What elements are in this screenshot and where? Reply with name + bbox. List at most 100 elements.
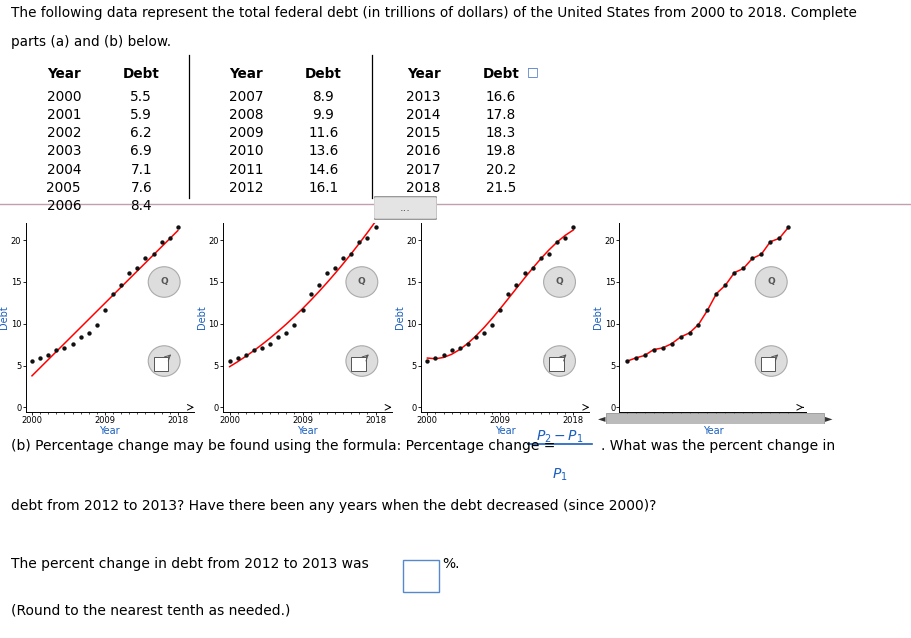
Point <box>295 305 310 315</box>
FancyBboxPatch shape <box>154 357 169 371</box>
Point <box>428 353 443 363</box>
Point <box>542 249 557 260</box>
Point <box>336 253 351 263</box>
Text: 6.2: 6.2 <box>130 126 152 140</box>
Point <box>754 249 769 260</box>
Text: 2007: 2007 <box>229 90 263 104</box>
X-axis label: Year: Year <box>702 426 723 436</box>
Point <box>646 345 660 355</box>
Point <box>664 339 679 349</box>
Circle shape <box>544 346 576 376</box>
FancyBboxPatch shape <box>761 357 775 371</box>
Text: 2015: 2015 <box>406 126 441 140</box>
Circle shape <box>346 267 378 297</box>
Text: 2009: 2009 <box>229 126 263 140</box>
Point <box>263 339 278 349</box>
Point <box>691 320 706 330</box>
Point <box>709 288 723 299</box>
Text: Debt: Debt <box>483 68 519 82</box>
Text: $P_1$: $P_1$ <box>552 467 568 484</box>
Text: $P_2 - P_1$: $P_2 - P_1$ <box>537 429 584 445</box>
Text: 9.9: 9.9 <box>312 108 334 122</box>
Text: 2011: 2011 <box>229 163 263 177</box>
Text: The following data represent the total federal debt (in trillions of dollars) of: The following data represent the total f… <box>11 6 857 20</box>
Text: debt from 2012 to 2013? Have there been any years when the debt decreased (since: debt from 2012 to 2013? Have there been … <box>11 499 656 513</box>
Point <box>736 263 751 274</box>
Point <box>436 350 451 360</box>
Y-axis label: Debt: Debt <box>0 306 9 329</box>
Text: 2017: 2017 <box>406 163 441 177</box>
Text: 2000: 2000 <box>46 90 81 104</box>
Text: 2018: 2018 <box>406 181 441 195</box>
Text: 5.5: 5.5 <box>130 90 152 104</box>
Point <box>49 345 64 355</box>
Point <box>25 356 39 366</box>
Point <box>763 237 778 247</box>
Point <box>122 267 137 278</box>
Point <box>328 263 343 274</box>
Point <box>461 339 476 349</box>
Text: 11.6: 11.6 <box>308 126 339 140</box>
Point <box>420 356 435 366</box>
Point <box>320 267 334 278</box>
Text: □: □ <box>527 65 538 78</box>
Point <box>81 328 96 338</box>
Point <box>170 223 185 233</box>
Text: 2016: 2016 <box>406 144 441 158</box>
Text: 16.1: 16.1 <box>308 181 339 195</box>
Point <box>745 253 760 263</box>
Point <box>468 332 483 342</box>
Point <box>57 343 72 353</box>
Text: . What was the percent change in: . What was the percent change in <box>601 439 835 453</box>
Text: ►: ► <box>825 413 833 424</box>
Point <box>352 237 366 247</box>
Text: The percent change in debt from 2012 to 2013 was: The percent change in debt from 2012 to … <box>11 557 369 571</box>
Point <box>517 267 532 278</box>
Text: 7.1: 7.1 <box>130 163 152 177</box>
Text: Year: Year <box>406 68 441 82</box>
Text: Q: Q <box>767 277 775 286</box>
Point <box>33 353 47 363</box>
Point <box>526 263 540 274</box>
Point <box>106 288 120 299</box>
Point <box>162 234 177 244</box>
Text: 2014: 2014 <box>406 108 441 122</box>
Text: Year: Year <box>229 68 263 82</box>
Point <box>360 234 374 244</box>
X-axis label: Year: Year <box>495 426 516 436</box>
Text: parts (a) and (b) below.: parts (a) and (b) below. <box>11 34 171 48</box>
Point <box>566 223 580 233</box>
Text: 2004: 2004 <box>46 163 81 177</box>
Point <box>509 280 524 290</box>
Text: %.: %. <box>442 557 459 571</box>
Text: 2013: 2013 <box>406 90 441 104</box>
Circle shape <box>346 346 378 376</box>
Text: 5.9: 5.9 <box>130 108 152 122</box>
Text: 18.3: 18.3 <box>486 126 517 140</box>
X-axis label: Year: Year <box>297 426 318 436</box>
FancyBboxPatch shape <box>374 197 437 219</box>
Text: 2010: 2010 <box>229 144 263 158</box>
FancyBboxPatch shape <box>549 357 564 371</box>
Circle shape <box>148 346 180 376</box>
Text: 8.9: 8.9 <box>312 90 334 104</box>
Text: ◄: ◄ <box>598 413 605 424</box>
Point <box>629 353 643 363</box>
Point <box>534 253 548 263</box>
Point <box>130 263 145 274</box>
Y-axis label: Debt: Debt <box>394 306 404 329</box>
Text: 2012: 2012 <box>229 181 263 195</box>
Text: 14.6: 14.6 <box>308 163 339 177</box>
Point <box>673 332 688 342</box>
Point <box>138 253 153 263</box>
Point <box>41 350 56 360</box>
Y-axis label: Debt: Debt <box>593 306 603 329</box>
Text: 20.2: 20.2 <box>486 163 517 177</box>
Text: 16.6: 16.6 <box>486 90 517 104</box>
Text: 2008: 2008 <box>229 108 263 122</box>
Text: (Round to the nearest tenth as needed.): (Round to the nearest tenth as needed.) <box>11 604 291 618</box>
Point <box>718 280 732 290</box>
Text: 2005: 2005 <box>46 181 81 195</box>
Point <box>312 280 326 290</box>
Point <box>344 249 359 260</box>
